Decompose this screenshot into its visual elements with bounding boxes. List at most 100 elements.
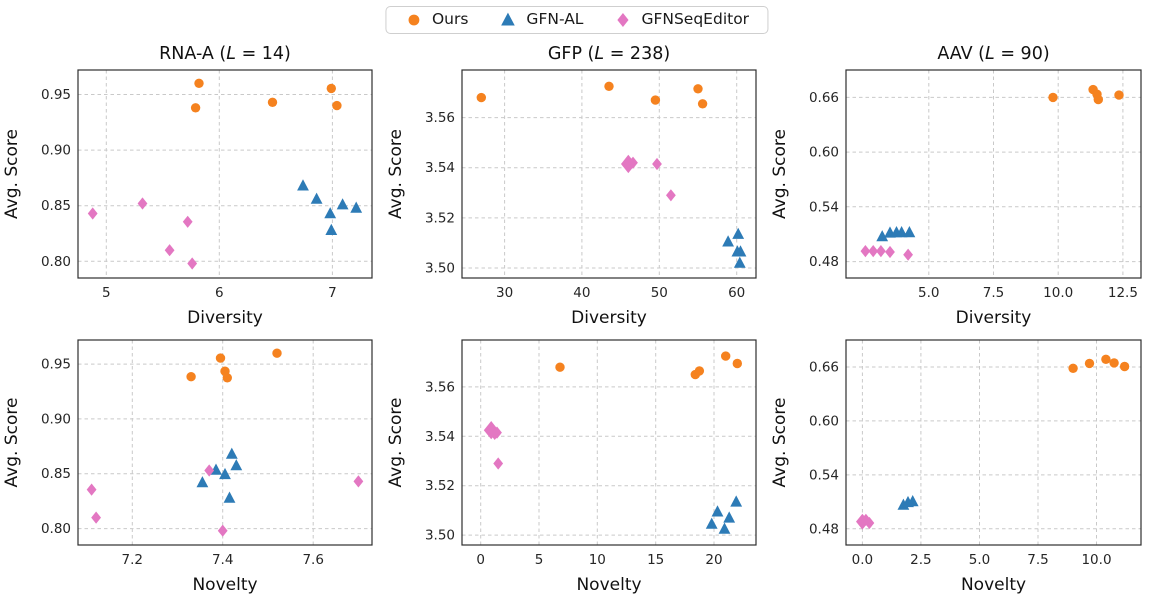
svg-text:0.0: 0.0	[852, 552, 873, 568]
svg-text:0.80: 0.80	[41, 254, 71, 270]
series-GFNSeqEditor	[856, 513, 875, 530]
svg-text:20: 20	[705, 552, 722, 568]
legend-label-gfnseqeditor: GFNSeqEditor	[641, 10, 750, 29]
gridlines	[462, 340, 756, 545]
svg-text:60: 60	[728, 285, 745, 301]
legend-item-gfn-al: GFN-AL	[498, 12, 583, 28]
series-Ours	[190, 78, 342, 113]
svg-text:0.54: 0.54	[809, 467, 839, 483]
svg-text:30: 30	[496, 285, 513, 301]
gfnseqeditor-diamond-icon	[617, 13, 629, 27]
svg-text:0.60: 0.60	[809, 145, 839, 161]
subplot-rna-diversity: 5 6 7 0.80 0.85 0.90 0.95 Diversity Avg. Score RN…	[0, 40, 384, 330]
series-GFN-AL	[722, 227, 747, 268]
svg-text:3.50: 3.50	[425, 261, 455, 277]
x-tick-labels: 5.0 7.5 10.0 12.5	[918, 285, 1138, 301]
x-axis-label: Novelty	[192, 575, 257, 595]
y-tick-labels: 0.48 0.54 0.60 0.66	[809, 360, 839, 538]
svg-text:15: 15	[647, 552, 664, 568]
y-tick-labels: 3.50 3.52 3.54 3.56	[425, 110, 455, 276]
svg-text:10: 10	[589, 552, 606, 568]
svg-text:7.5: 7.5	[1027, 552, 1048, 568]
y-axis-label: Avg. Score	[386, 129, 406, 219]
subplot-title: RNA-A (L = 14)	[159, 44, 291, 64]
svg-text:7.5: 7.5	[983, 285, 1004, 301]
subplot-title: GFP (L = 238)	[548, 44, 670, 64]
svg-text:3.56: 3.56	[425, 379, 455, 395]
scatter-rna-diversity: 5 6 7 0.80 0.85 0.90 0.95 Diversity Avg. Score RN…	[2, 44, 373, 328]
scatter-gfp-diversity: 30 40 50 60 3.50 3.52 3.54 3.56 Diversity Avg. Sc…	[386, 44, 757, 328]
svg-text:7: 7	[328, 285, 337, 301]
series-Ours	[476, 81, 708, 109]
subplot-aav-novelty: 0.0 2.5 5.0 7.5 10.0 0.48 0.54 0.60 0.66 Novelty A…	[768, 330, 1153, 597]
y-axis-label: Avg. Score	[770, 398, 790, 488]
svg-text:10.0: 10.0	[1081, 552, 1111, 568]
y-tick-labels: 0.48 0.54 0.60 0.66	[809, 90, 839, 270]
svg-text:3.54: 3.54	[425, 160, 455, 176]
subplot-gfp-diversity: 30 40 50 60 3.50 3.52 3.54 3.56 Diversity Avg. Sc…	[384, 40, 768, 330]
gridlines	[462, 70, 756, 278]
series-Ours	[1068, 354, 1130, 373]
svg-text:40: 40	[573, 285, 590, 301]
y-axis-label: Avg. Score	[386, 398, 406, 488]
subplot-grid: 5 6 7 0.80 0.85 0.90 0.95 Diversity Avg. Score RN…	[0, 40, 1153, 597]
series-GFN-AL	[876, 226, 916, 242]
svg-text:0.95: 0.95	[41, 357, 71, 373]
series-GFN-AL	[297, 179, 363, 235]
svg-text:50: 50	[651, 285, 668, 301]
x-axis-label: Novelty	[961, 575, 1026, 595]
subplot-title: AAV (L = 90)	[937, 44, 1049, 64]
legend-label-ours: Ours	[431, 10, 469, 29]
svg-text:0: 0	[476, 552, 485, 568]
svg-text:12.5: 12.5	[1108, 285, 1138, 301]
svg-text:3.56: 3.56	[425, 110, 455, 126]
x-tick-labels: 5 6 7	[102, 285, 337, 301]
gridlines	[78, 70, 372, 278]
svg-text:0.66: 0.66	[809, 90, 839, 106]
x-axis-label: Novelty	[576, 575, 641, 595]
x-axis-label: Diversity	[187, 308, 263, 328]
x-tick-labels: 0 5 10 15 20	[476, 552, 722, 568]
legend: Ours GFN-AL GFNSeqEditor	[384, 6, 769, 34]
x-tick-labels: 7.2 7.4 7.6	[122, 552, 324, 568]
svg-text:0.90: 0.90	[41, 143, 71, 159]
legend-label-gfn-al: GFN-AL	[526, 10, 584, 29]
svg-text:0.54: 0.54	[809, 199, 839, 215]
svg-text:0.48: 0.48	[809, 521, 839, 537]
gridlines	[846, 340, 1141, 545]
series-GFN-AL	[196, 447, 243, 503]
series-GFN-AL	[897, 495, 919, 510]
series-Ours	[555, 351, 742, 380]
y-tick-labels: 3.50 3.52 3.54 3.56	[425, 379, 455, 543]
subplot-aav-diversity: 5.0 7.5 10.0 12.5 0.48 0.54 0.60 0.66 Diversity A…	[768, 40, 1153, 330]
x-tick-labels: 30 40 50 60	[496, 285, 745, 301]
series-GFN-AL	[705, 495, 743, 534]
svg-text:5.0: 5.0	[969, 552, 990, 568]
svg-text:6: 6	[215, 285, 224, 301]
svg-text:10.0: 10.0	[1043, 285, 1073, 301]
svg-text:3.52: 3.52	[425, 478, 455, 494]
gridlines	[846, 70, 1141, 278]
scatter-aav-diversity: 5.0 7.5 10.0 12.5 0.48 0.54 0.60 0.66 Diversity A…	[770, 44, 1142, 328]
svg-text:7.2: 7.2	[122, 552, 143, 568]
series-GFNSeqEditor	[87, 197, 198, 270]
svg-text:0.95: 0.95	[41, 87, 71, 103]
svg-text:0.48: 0.48	[809, 254, 839, 270]
series-GFNSeqEditor	[621, 154, 676, 202]
svg-text:7.6: 7.6	[302, 552, 323, 568]
svg-text:0.85: 0.85	[41, 466, 71, 482]
series-GFNSeqEditor	[860, 245, 913, 261]
subplot-rna-novelty: 7.2 7.4 7.6 0.80 0.85 0.90 0.95 Novelty Avg. Sco…	[0, 330, 384, 597]
x-tick-labels: 0.0 2.5 5.0 7.5 10.0	[852, 552, 1112, 568]
x-axis-label: Diversity	[956, 308, 1032, 328]
legend-item-ours: Ours	[404, 12, 468, 28]
series-Ours	[1048, 84, 1124, 105]
svg-text:0.60: 0.60	[809, 413, 839, 429]
subplot-gfp-novelty: 0 5 10 15 20 3.50 3.52 3.54 3.56 Novelty Avg. Scor…	[384, 330, 768, 597]
y-axis-label: Avg. Score	[2, 129, 22, 219]
svg-text:5.0: 5.0	[918, 285, 939, 301]
svg-text:0.90: 0.90	[41, 411, 71, 427]
svg-text:5: 5	[535, 552, 544, 568]
svg-text:5: 5	[102, 285, 111, 301]
